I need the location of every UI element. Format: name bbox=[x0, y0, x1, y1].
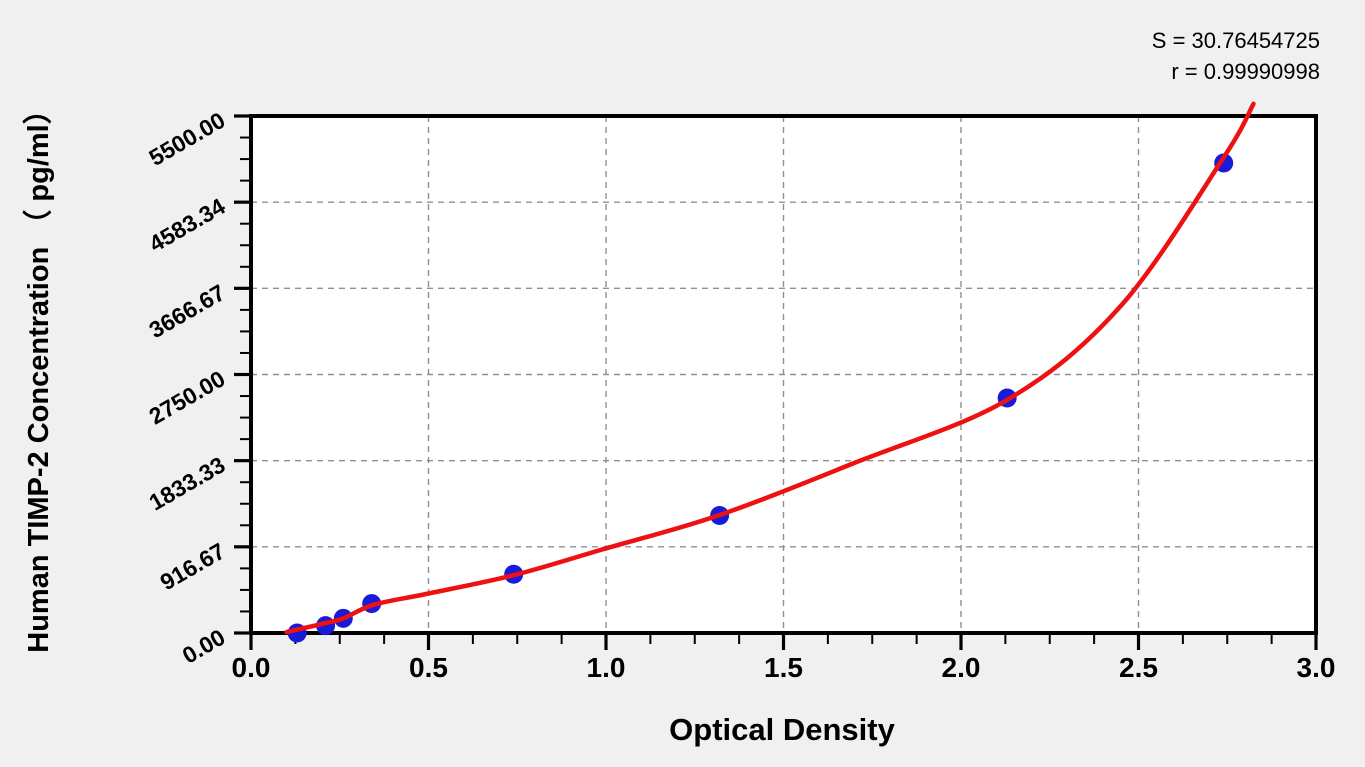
fit-curve-line bbox=[284, 101, 1256, 635]
x-tick-label: 2.0 bbox=[942, 652, 981, 683]
x-tick-label: 2.5 bbox=[1119, 652, 1158, 683]
y-axis-title: Human TIMP-2 Concentration （ pg/ml） bbox=[22, 95, 55, 652]
x-tick-label: 1.0 bbox=[587, 652, 626, 683]
y-tick-label: 0.00 bbox=[178, 624, 230, 669]
x-tick-label: 3.0 bbox=[1297, 652, 1336, 683]
fit-s-value: S = 30.76454725 bbox=[1152, 28, 1320, 53]
y-tick-label: 916.67 bbox=[156, 538, 230, 596]
x-tick-label: 0.0 bbox=[232, 652, 271, 683]
gridlines bbox=[251, 116, 1316, 633]
plot-border bbox=[249, 114, 1318, 635]
fit-r-value: r = 0.99990998 bbox=[1171, 59, 1320, 84]
y-tick-label: 5500.00 bbox=[144, 107, 229, 171]
x-tick-labels: 0.0 0.5 1.0 1.5 2.0 2.5 3.0 bbox=[232, 652, 1336, 683]
y-tick-label: 1833.33 bbox=[144, 451, 229, 515]
x-axis-title: Optical Density bbox=[669, 712, 895, 747]
axis-ticks bbox=[234, 114, 1318, 650]
y-tick-label: 4583.34 bbox=[144, 193, 229, 257]
x-tick-label: 0.5 bbox=[409, 652, 448, 683]
y-tick-label: 3666.67 bbox=[144, 279, 229, 343]
x-tick-label: 1.5 bbox=[764, 652, 803, 683]
y-tick-labels: 0.00 916.67 1833.33 2750.00 3666.67 4583.34 55… bbox=[144, 107, 229, 669]
y-tick-label: 2750.00 bbox=[144, 365, 229, 429]
